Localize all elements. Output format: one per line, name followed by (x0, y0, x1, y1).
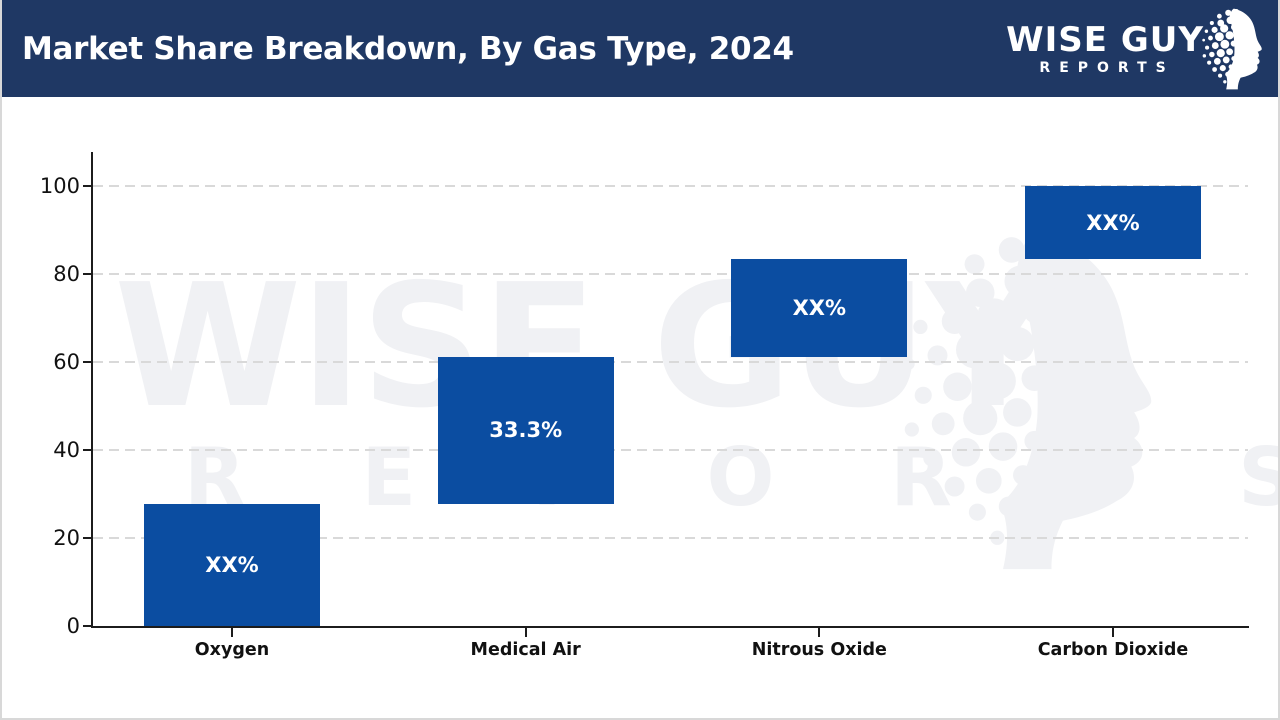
y-axis-tick (83, 273, 92, 275)
gridline (93, 273, 1248, 275)
x-axis-tick (231, 628, 233, 637)
y-axis-tick-label: 100 (39, 174, 80, 198)
x-axis-tick (818, 628, 821, 637)
bar-oxygen: XX% (144, 503, 320, 626)
y-axis-tick-label: 80 (53, 262, 80, 286)
page-title: Market Share Breakdown, By Gas Type, 202… (22, 30, 794, 67)
bar-value-label: XX% (205, 552, 259, 577)
logo-wordmark-line1: WISE GUY (1006, 19, 1204, 60)
y-axis-tick (83, 537, 92, 539)
x-axis-category-label: Oxygen (194, 640, 270, 660)
header-bar: Market Share Breakdown, By Gas Type, 202… (2, 0, 1278, 97)
y-axis-tick (83, 185, 92, 187)
y-axis-tick-label: 60 (53, 350, 80, 374)
bar-value-label: 33.3% (489, 418, 563, 443)
bar-value-label: XX% (792, 296, 847, 321)
y-axis-tick-label: 40 (53, 438, 80, 462)
gridline (93, 361, 1248, 363)
wiseguy-logo: WISE GUY REPORTS (1006, 8, 1264, 90)
y-axis-tick (83, 625, 92, 627)
gridline (93, 185, 1248, 187)
y-axis-tick-label: 20 (53, 526, 80, 550)
x-axis-category-label: Nitrous Oxide (751, 640, 887, 660)
y-axis-tick (83, 449, 92, 451)
bar-nitrous-oxide: XX% (731, 259, 908, 358)
x-axis-category-label: Carbon Dioxide (1037, 640, 1189, 660)
y-axis-tick (83, 361, 92, 363)
logo-wordmark-line2: REPORTS (1039, 59, 1175, 76)
y-axis-tick-label: 0 (66, 614, 80, 638)
gridline (93, 449, 1248, 451)
logo-wordmark: WISE GUY REPORTS (1006, 22, 1204, 76)
bar-value-label: XX% (1086, 210, 1140, 235)
bar-medical-air: 33.3% (437, 357, 614, 504)
x-axis-tick (524, 628, 527, 637)
x-axis-category-label: Medical Air (470, 640, 581, 660)
bar-carbon-dioxide: XX% (1025, 186, 1201, 260)
x-axis-line (91, 626, 1249, 628)
gridline (93, 537, 1248, 539)
x-axis-tick (1112, 628, 1114, 637)
y-axis-line (91, 152, 93, 628)
